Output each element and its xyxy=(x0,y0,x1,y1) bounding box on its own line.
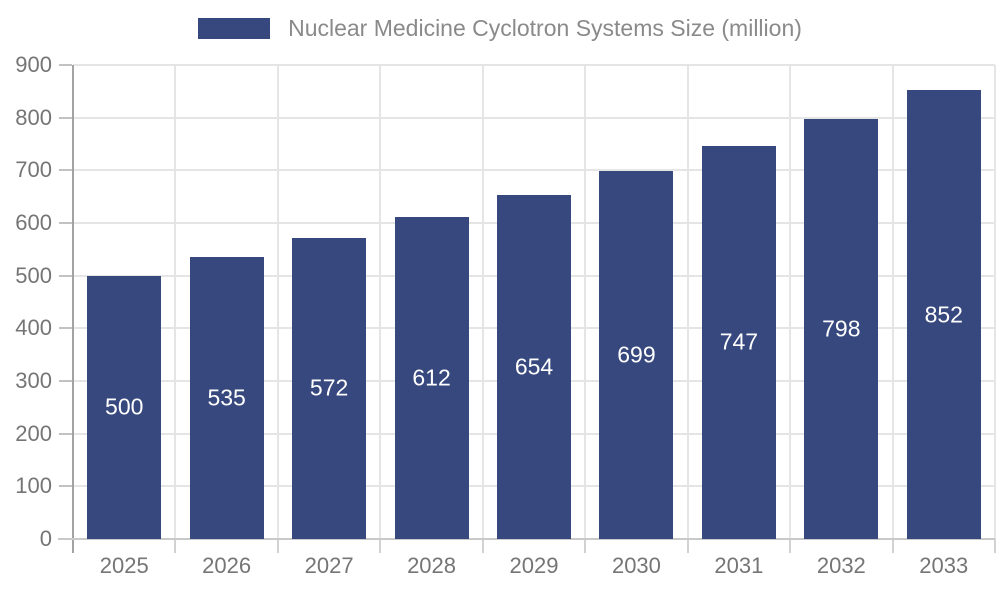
y-tick xyxy=(59,116,72,119)
x-tick xyxy=(891,539,894,553)
x-gridline xyxy=(276,65,279,539)
x-tick xyxy=(276,539,279,553)
bar-value-label: 500 xyxy=(105,393,144,420)
x-gridline xyxy=(379,65,382,539)
bar[interactable]: 500 xyxy=(87,275,162,539)
bar-value-label: 612 xyxy=(412,364,451,391)
y-axis-label: 300 xyxy=(15,368,52,393)
y-tick xyxy=(59,432,72,435)
x-tick xyxy=(379,539,382,553)
legend-label: Nuclear Medicine Cyclotron Systems Size … xyxy=(288,15,802,41)
bar[interactable]: 798 xyxy=(804,118,879,539)
legend-item[interactable]: Nuclear Medicine Cyclotron Systems Size … xyxy=(198,14,802,42)
x-gridline xyxy=(686,65,689,539)
chart-legend: Nuclear Medicine Cyclotron Systems Size … xyxy=(0,14,1000,42)
bar-value-label: 535 xyxy=(207,384,246,411)
y-axis-label: 500 xyxy=(15,262,52,288)
x-tick xyxy=(789,539,792,553)
y-axis-label: 900 xyxy=(15,52,52,77)
y-tick xyxy=(59,169,72,172)
y-axis-label: 200 xyxy=(15,420,52,446)
x-gridline xyxy=(481,65,484,539)
bar-value-label: 654 xyxy=(514,353,554,380)
x-tick xyxy=(994,539,996,553)
x-axis-label: 2027 xyxy=(304,553,354,578)
bar[interactable]: 535 xyxy=(189,257,264,539)
y-tick xyxy=(59,327,72,330)
bar[interactable]: 572 xyxy=(292,237,367,539)
x-gridline xyxy=(584,65,587,539)
bar[interactable]: 654 xyxy=(497,194,571,539)
legend-swatch xyxy=(198,17,271,39)
y-gridline xyxy=(73,64,995,66)
y-gridline xyxy=(73,116,995,119)
y-axis-label: 800 xyxy=(15,104,52,130)
y-axis-label: 700 xyxy=(15,157,52,183)
y-gridline xyxy=(73,169,995,172)
x-gridline xyxy=(174,65,177,539)
x-axis-label: 2028 xyxy=(407,553,457,578)
bar-value-label: 852 xyxy=(924,301,963,328)
bar-value-label: 798 xyxy=(822,315,861,342)
x-gridline xyxy=(994,65,996,539)
bar[interactable]: 747 xyxy=(701,145,776,539)
y-axis-line xyxy=(72,65,74,553)
bar[interactable]: 699 xyxy=(599,170,674,539)
x-axis-label: 2030 xyxy=(611,553,661,578)
x-tick xyxy=(584,539,587,553)
bar-value-label: 572 xyxy=(309,374,349,401)
bar-value-label: 747 xyxy=(719,328,759,355)
y-axis-label: 0 xyxy=(39,526,52,551)
x-axis-label: 2033 xyxy=(919,553,969,578)
y-tick xyxy=(59,222,72,224)
x-axis-label: 2031 xyxy=(714,553,764,578)
x-tick xyxy=(481,539,484,553)
bar-value-label: 699 xyxy=(617,341,656,368)
x-tick xyxy=(174,539,177,553)
x-axis-line xyxy=(58,538,995,540)
y-axis-label: 600 xyxy=(15,210,52,235)
x-axis-label: 2032 xyxy=(816,553,866,578)
x-gridline xyxy=(789,65,792,539)
y-tick xyxy=(59,64,72,66)
x-tick xyxy=(686,539,689,553)
y-tick xyxy=(59,274,72,277)
x-axis-label: 2029 xyxy=(509,553,559,578)
y-tick xyxy=(59,380,72,382)
x-gridline xyxy=(891,65,894,539)
bar[interactable]: 852 xyxy=(906,90,981,539)
bar[interactable]: 612 xyxy=(394,216,469,539)
x-axis-label: 2025 xyxy=(99,553,149,578)
y-axis-label: 100 xyxy=(15,473,52,499)
y-tick xyxy=(59,485,72,488)
x-axis-label: 2026 xyxy=(202,553,252,578)
y-axis-label: 400 xyxy=(15,315,52,341)
